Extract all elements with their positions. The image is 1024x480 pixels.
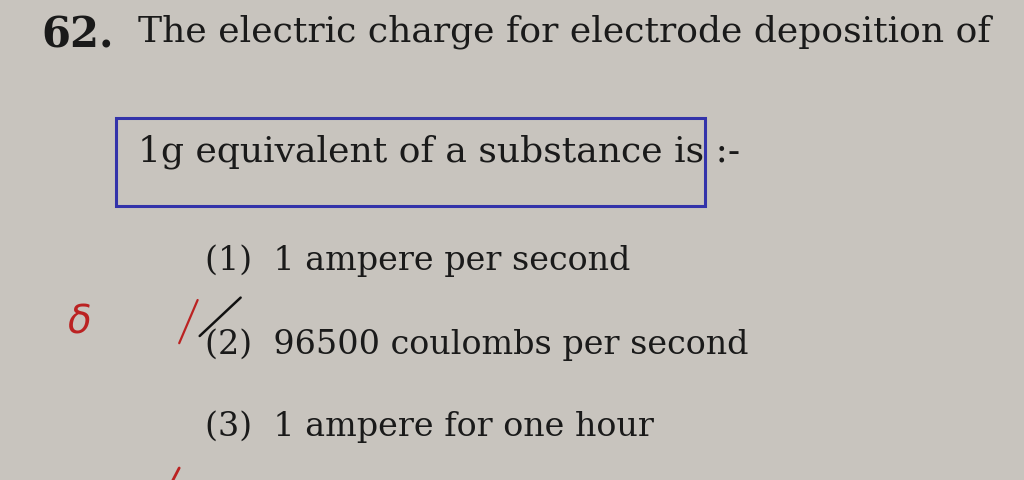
Text: (3)  1 ampere for one hour: (3) 1 ampere for one hour [205, 410, 653, 443]
Text: (1)  1 ampere per second: (1) 1 ampere per second [205, 245, 630, 277]
Text: The electric charge for electrode deposition of: The electric charge for electrode deposi… [138, 14, 991, 49]
Text: 1g equivalent of a substance is :-: 1g equivalent of a substance is :- [138, 134, 740, 169]
Text: (2)  96500 coulombs per second: (2) 96500 coulombs per second [205, 329, 749, 361]
Text: 62.: 62. [41, 14, 114, 57]
Text: $\delta$: $\delta$ [67, 302, 90, 340]
